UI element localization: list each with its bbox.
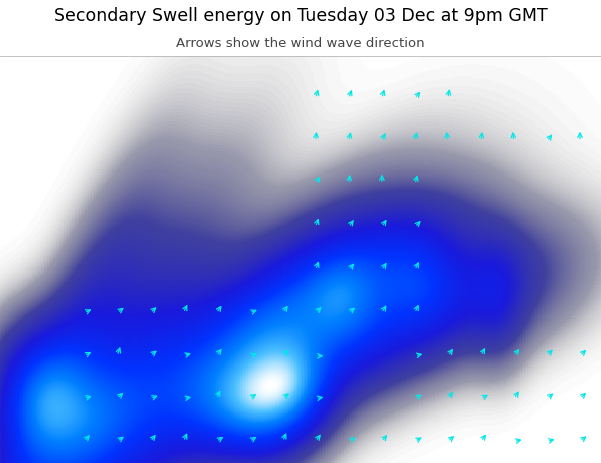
Text: Secondary Swell energy on Tuesday 03 Dec at 9pm GMT: Secondary Swell energy on Tuesday 03 Dec… <box>53 6 548 25</box>
Text: Arrows show the wind wave direction: Arrows show the wind wave direction <box>176 37 425 50</box>
